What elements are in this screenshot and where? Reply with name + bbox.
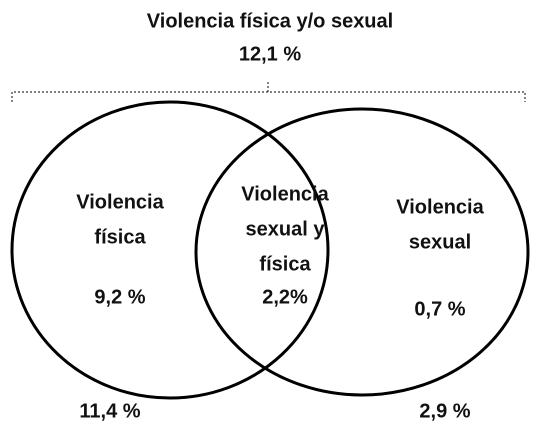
region-label: Violencia [241, 183, 329, 205]
region-value: 2,2% [262, 286, 308, 308]
title: Violencia física y/o sexual [147, 10, 393, 32]
region-value: 0,7 % [414, 298, 465, 320]
region-label: sexual y [246, 218, 326, 240]
total: 12,1 % [239, 43, 301, 65]
region-label: física [259, 253, 311, 275]
bracket [11, 80, 526, 102]
region-label: Violencia [76, 191, 164, 213]
region-label: Violencia [396, 196, 484, 218]
circle-total: 11,4 % [79, 400, 140, 422]
region-value: 9,2 % [94, 286, 145, 308]
circle-physical [10, 100, 330, 400]
circle-sexual [194, 107, 530, 397]
region-label: sexual [409, 231, 471, 253]
region-label: física [94, 226, 146, 248]
circle-total: 2,9 % [419, 400, 470, 422]
